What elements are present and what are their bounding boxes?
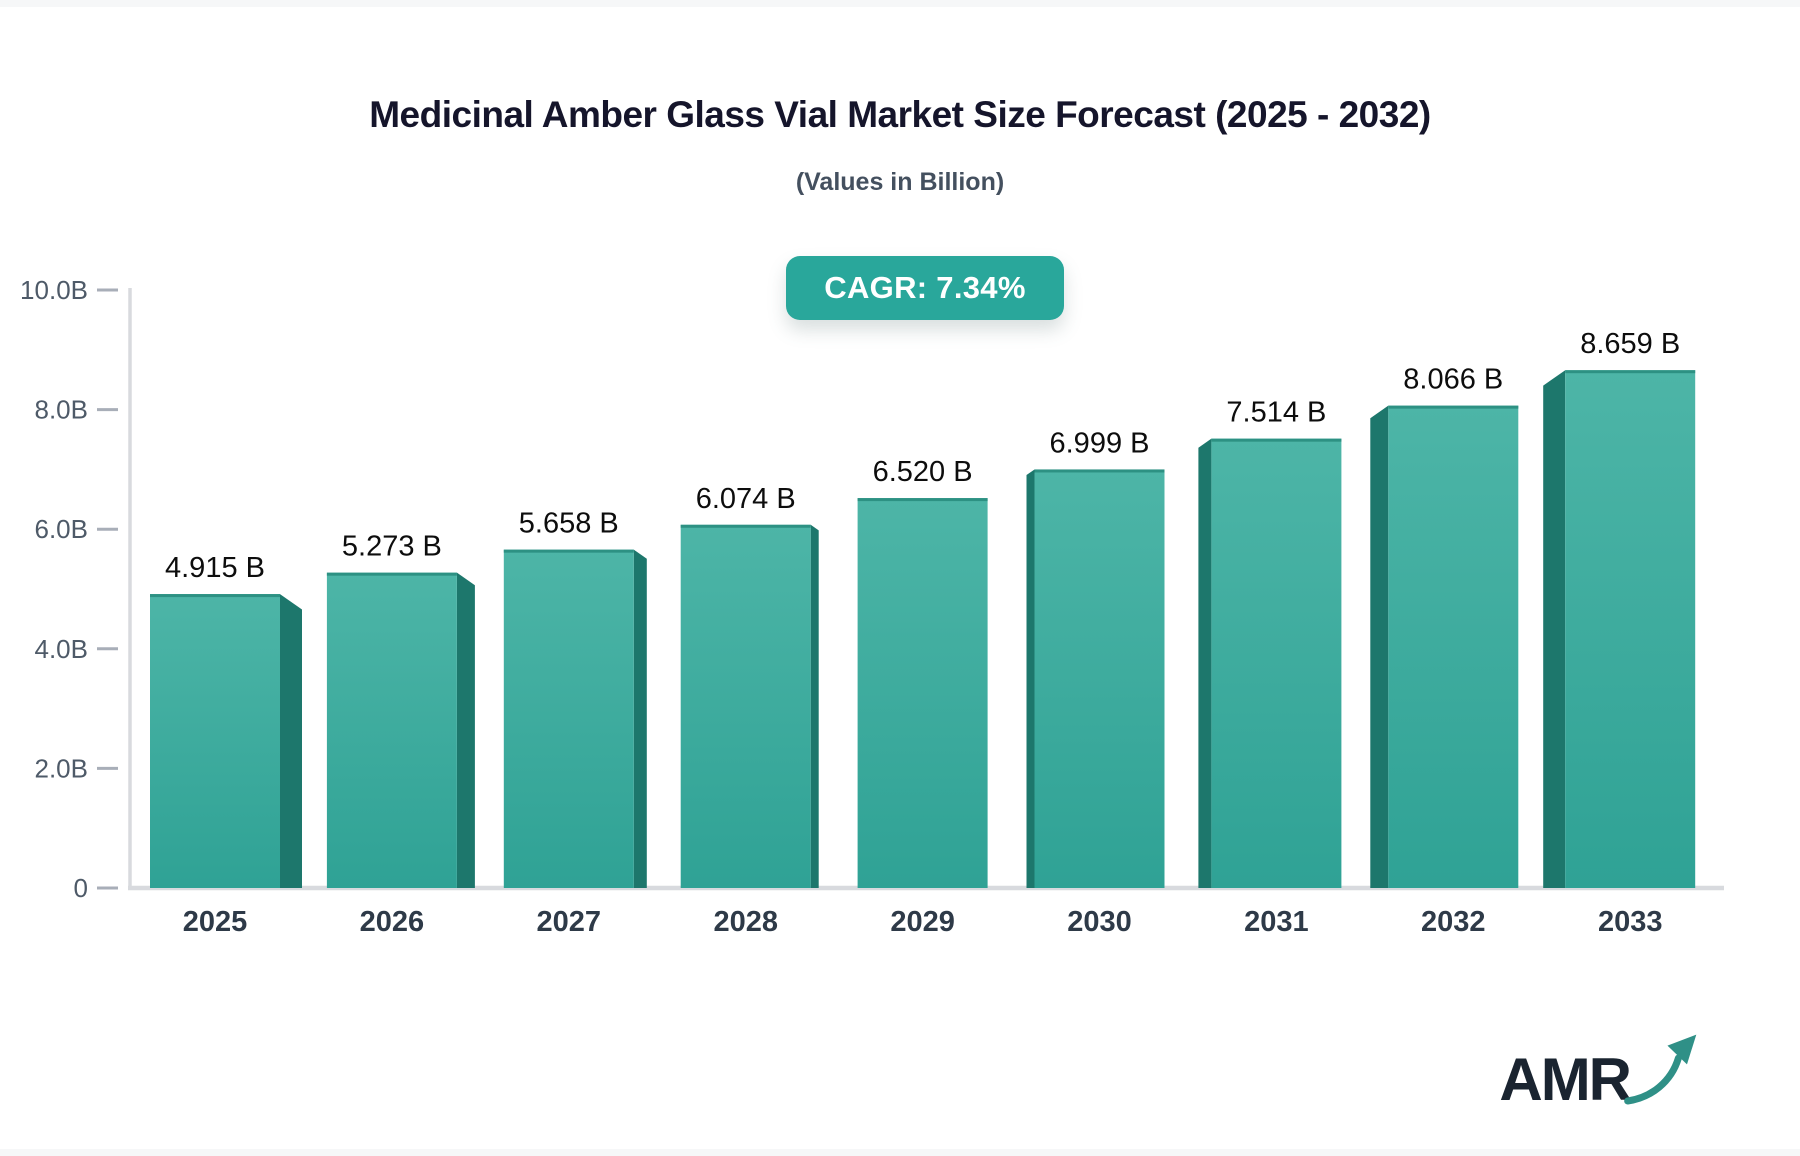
bar-top-edge xyxy=(503,549,634,553)
bar-2031: 7.514 B 2031 xyxy=(1198,397,1342,938)
bar-side-face xyxy=(1026,469,1035,888)
bar-value-label: 8.659 B xyxy=(1580,328,1680,360)
bar-top-edge xyxy=(1565,370,1696,374)
bar-2029: 6.520 B 2029 xyxy=(857,456,988,938)
x-axis-year-label: 2033 xyxy=(1598,906,1663,938)
bar-face xyxy=(1211,438,1342,888)
bar-side-face xyxy=(456,572,475,888)
bar-face xyxy=(680,524,811,888)
bar-side-face xyxy=(1543,370,1566,889)
bar-value-label: 7.514 B xyxy=(1226,397,1326,429)
bar-2033: 8.659 B 2033 xyxy=(1543,328,1696,938)
x-axis-year-label: 2032 xyxy=(1421,906,1486,938)
bar-value-label: 6.999 B xyxy=(1050,427,1150,459)
x-axis-year-label: 2028 xyxy=(713,906,778,938)
bar-2032: 8.066 B 2032 xyxy=(1370,364,1519,938)
amr-logo-text: AMR xyxy=(1499,1046,1632,1113)
bar-face xyxy=(1388,405,1519,888)
growth-arrow-icon xyxy=(1624,1034,1697,1105)
bar-side-face xyxy=(633,549,647,888)
bar-face xyxy=(857,498,988,888)
amr-logo: AMR xyxy=(1499,1030,1708,1110)
bar-face xyxy=(503,549,634,888)
bar-side-face xyxy=(280,594,302,888)
x-axis-year-label: 2030 xyxy=(1067,906,1132,938)
y-tick-label: 10.0B xyxy=(20,275,88,305)
bar-face xyxy=(150,594,280,888)
x-axis-year-label: 2029 xyxy=(890,906,955,938)
bar-top-edge xyxy=(857,498,988,502)
bar-value-label: 8.066 B xyxy=(1403,364,1503,396)
bar-2027: 5.658 B 2027 xyxy=(503,508,647,938)
chart-title: Medicinal Amber Glass Vial Market Size F… xyxy=(369,94,1431,135)
bar-top-edge xyxy=(1034,469,1165,473)
bar-2030: 6.999 B 2030 xyxy=(1026,427,1165,938)
chart-subtitle: (Values in Billion) xyxy=(795,168,1005,196)
x-axis-year-label: 2027 xyxy=(537,906,602,938)
bar-value-label: 6.074 B xyxy=(696,483,796,515)
bar-top-edge xyxy=(326,572,457,576)
bar-face xyxy=(1034,469,1165,888)
bar-side-face xyxy=(1198,438,1212,888)
y-tick-label: 4.0B xyxy=(35,634,89,664)
bar-value-label: 4.915 B xyxy=(165,552,265,584)
y-tick-label: 8.0B xyxy=(35,395,89,425)
bar-value-label: 5.658 B xyxy=(519,508,619,540)
bar-value-label: 6.520 B xyxy=(873,456,973,488)
x-axis-year-label: 2025 xyxy=(183,906,248,938)
bar-top-edge xyxy=(150,594,280,598)
bar-value-label: 5.273 B xyxy=(342,531,442,563)
y-tick-label: 2.0B xyxy=(35,753,89,783)
bar-side-face xyxy=(810,524,819,888)
bars: 4.915 B 2025 5.273 B 2026 5.658 B 2027 6.074 B… xyxy=(150,328,1696,938)
bar-2028: 6.074 B 2028 xyxy=(680,483,819,938)
bar-top-edge xyxy=(680,524,811,528)
x-axis-year-label: 2031 xyxy=(1244,906,1309,938)
bar-side-face xyxy=(1370,405,1389,888)
bar-2025: 4.915 B 2025 xyxy=(150,552,302,938)
bar-face xyxy=(1565,370,1696,889)
bar-2026: 5.273 B 2026 xyxy=(326,531,475,938)
bottom-border-strip xyxy=(0,1149,1800,1156)
y-tick-label: 6.0B xyxy=(35,514,89,544)
bar-top-edge xyxy=(1388,405,1519,409)
bar-face xyxy=(326,572,457,888)
top-border-strip xyxy=(0,0,1800,7)
x-axis-year-label: 2026 xyxy=(360,906,425,938)
cagr-badge: CAGR: 7.34% xyxy=(786,256,1064,320)
bar-top-edge xyxy=(1211,438,1342,442)
y-tick-label: 0 xyxy=(74,873,88,903)
cagr-badge-label: CAGR: 7.34% xyxy=(824,270,1026,305)
